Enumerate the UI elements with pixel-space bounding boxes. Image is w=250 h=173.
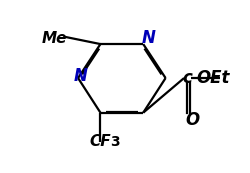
Text: c: c: [182, 69, 191, 87]
Text: OEt: OEt: [196, 69, 229, 87]
Text: N: N: [73, 67, 87, 85]
Text: —: —: [189, 72, 203, 86]
Text: 3: 3: [110, 135, 119, 149]
Text: Me: Me: [42, 31, 67, 46]
Text: N: N: [141, 29, 154, 47]
Text: O: O: [184, 111, 198, 129]
Text: CF: CF: [90, 134, 111, 149]
